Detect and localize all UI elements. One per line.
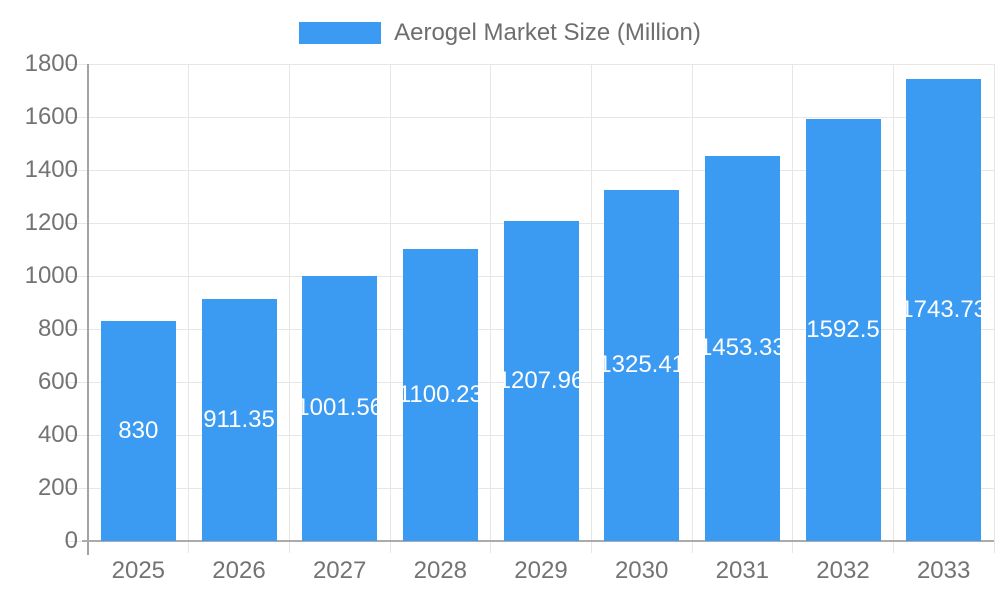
bar: 1325.41: [604, 189, 680, 541]
bar-value-label: 1001.56: [302, 394, 378, 422]
x-gridline: [490, 64, 492, 553]
x-gridline: [389, 64, 391, 553]
x-gridline: [792, 64, 794, 553]
bar-value-label: 1743.73: [906, 295, 982, 323]
bar-value-label: 1592.5: [806, 315, 880, 343]
y-tick-label: 600: [37, 368, 78, 395]
bar-value-label: 1325.41: [604, 351, 680, 379]
bar: 830: [100, 321, 176, 541]
y-tick-label: 800: [37, 315, 78, 342]
legend-swatch-icon: [299, 22, 382, 44]
bar: 1453.33: [704, 155, 780, 541]
x-axis-line: [82, 540, 994, 542]
y-tick-label: 400: [37, 421, 78, 448]
bar: 911.35: [201, 299, 277, 541]
bar-value-label: 830: [118, 417, 159, 445]
x-tick-label: 2030: [614, 557, 669, 584]
legend-label: Aerogel Market Size (Million): [394, 19, 701, 46]
y-gridline: [65, 169, 994, 171]
x-tick-label: 2025: [111, 557, 166, 584]
x-tick-label: 2029: [514, 557, 568, 584]
x-gridline: [993, 64, 995, 553]
y-gridline: [65, 116, 994, 118]
y-tick-label: 0: [64, 527, 78, 554]
bar: 1592.5: [805, 118, 881, 541]
y-tick-label: 1800: [24, 50, 78, 77]
y-tick-label: 200: [37, 474, 78, 501]
y-tick-label: 1000: [24, 262, 78, 289]
x-gridline: [892, 64, 894, 553]
x-gridline: [590, 64, 592, 553]
y-gridline: [65, 63, 994, 65]
bar: 1207.96: [503, 220, 579, 541]
x-gridline: [288, 64, 290, 553]
x-tick-label: 2027: [312, 557, 367, 584]
y-tick-label: 1400: [24, 156, 78, 183]
x-tick-label: 2031: [715, 557, 770, 584]
plot-area: 0 200 400 600 800 1000 1200 1400 1600 1800 830 911.…: [25, 52, 995, 583]
x-tick-label: 2032: [816, 557, 870, 584]
x-gridline: [691, 64, 693, 553]
y-tick-label: 1200: [24, 209, 78, 236]
bar-value-label: 1453.33: [704, 334, 780, 362]
bar-value-label: 911.35: [203, 406, 275, 434]
y-tick-label: 1600: [24, 103, 78, 130]
bar-value-label: 1100.23: [403, 381, 478, 409]
legend[interactable]: Aerogel Market Size (Million): [0, 21, 1000, 45]
bar: 1001.56: [302, 275, 378, 541]
x-tick-label: 2028: [413, 557, 468, 584]
bar: 1743.73: [906, 78, 982, 541]
y-axis-line: [87, 64, 89, 555]
bar: 1100.23: [402, 249, 478, 541]
x-gridline: [188, 64, 190, 553]
x-tick-label: 2026: [212, 557, 266, 584]
x-tick-label: 2033: [916, 557, 971, 584]
bar-value-label: 1207.96: [503, 366, 579, 394]
